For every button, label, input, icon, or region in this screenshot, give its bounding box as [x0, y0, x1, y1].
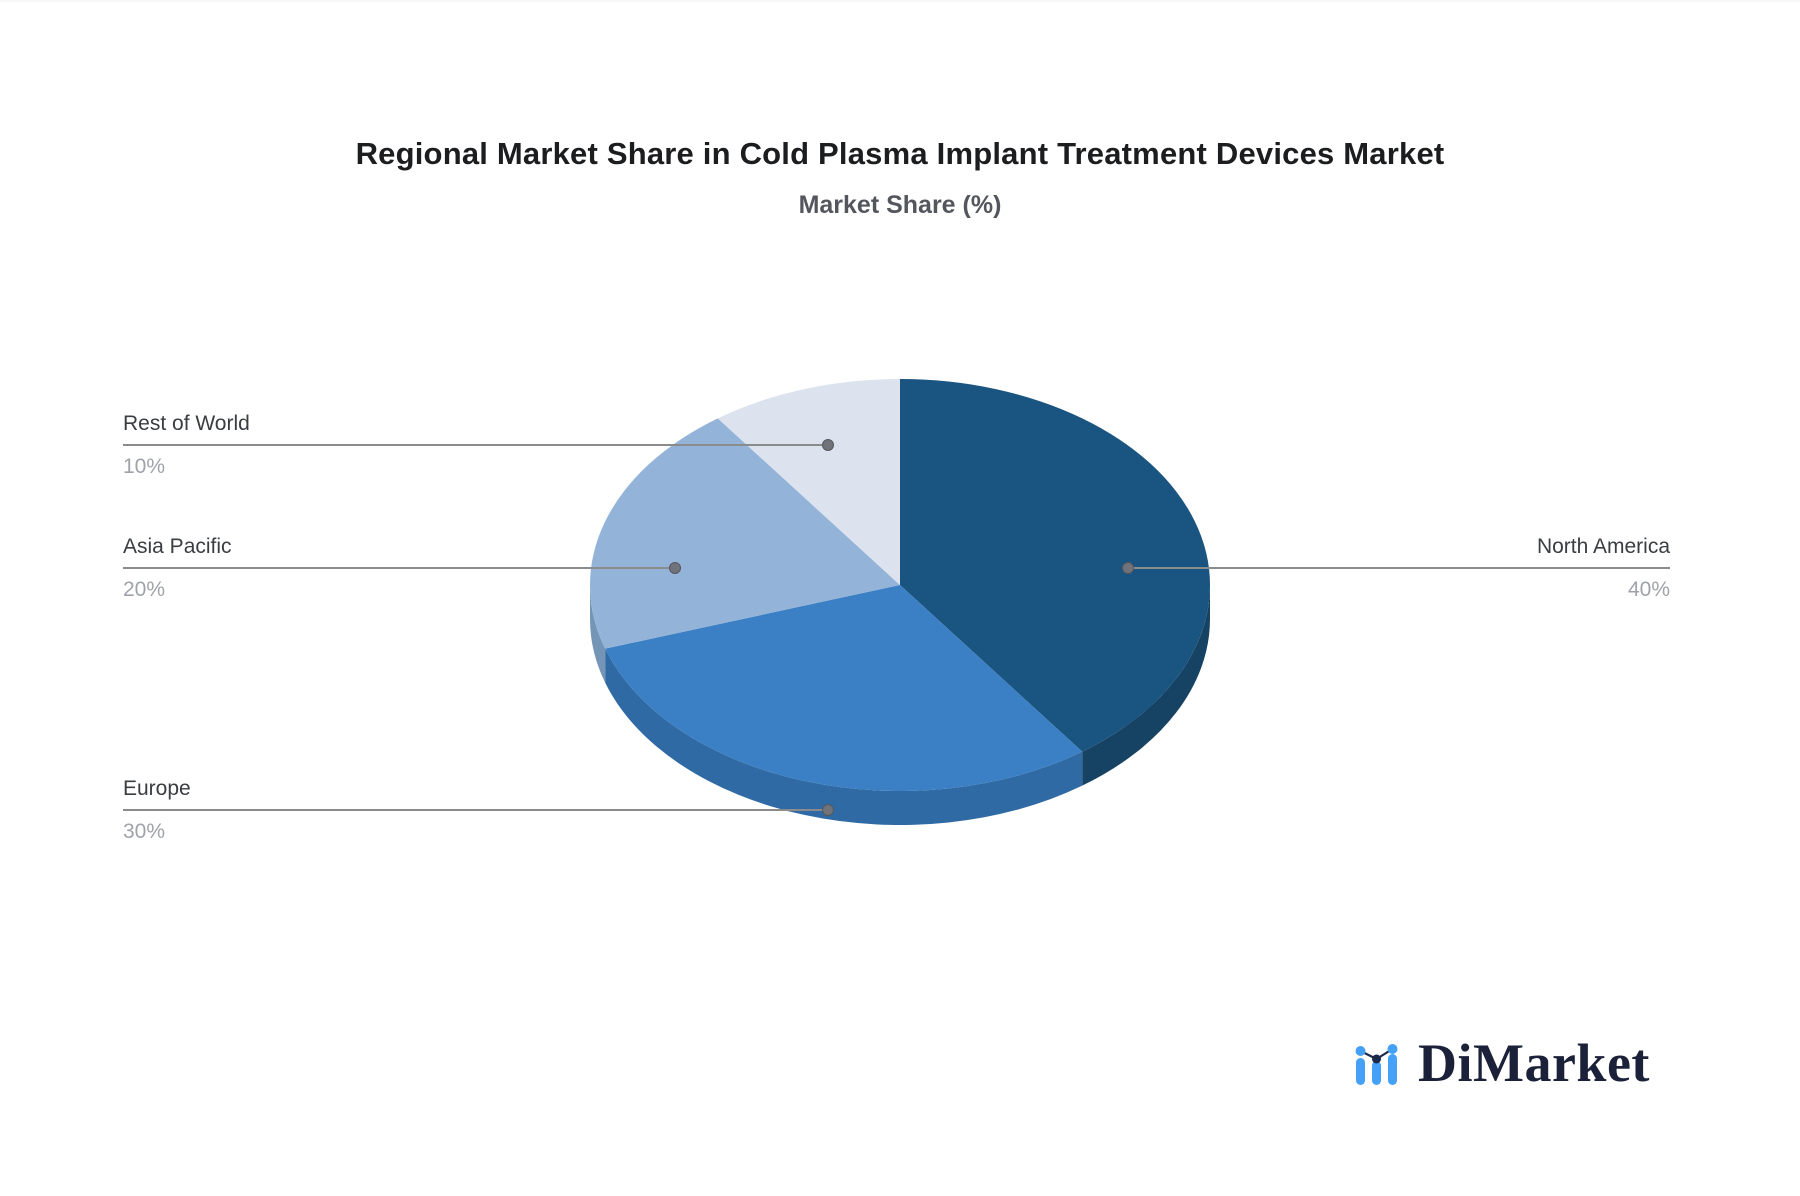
callout-label: Asia Pacific [123, 535, 232, 558]
page-title: Regional Market Share in Cold Plasma Imp… [355, 136, 1445, 171]
pie-slice-europe [605, 585, 1083, 791]
callout-rest-of-world: Rest of World 10% [123, 412, 834, 479]
brand-logo: DiMarket [1352, 1036, 1650, 1096]
callout-north-america: North America 40% [1122, 535, 1670, 602]
callout-label: Europe [123, 777, 191, 800]
callout-label: Rest of World [123, 412, 250, 435]
leader-line [123, 439, 834, 451]
chart-subtitle: Market Share (%) [798, 191, 1002, 219]
callout-europe: Europe 30% [123, 777, 834, 844]
leader-line [1122, 562, 1670, 574]
callout-value: 30% [123, 820, 166, 843]
leader-line [123, 804, 834, 816]
pie-slice-asia-pacific-depth [590, 585, 606, 683]
leader-dot [1122, 562, 1134, 574]
brand-name: DiMarket [1418, 1033, 1650, 1093]
callout-value: 20% [123, 578, 166, 601]
pie-slice-rest-of-world [717, 379, 900, 585]
pie-slice-north-america [900, 379, 1210, 752]
bar-line-chart-icon [1355, 1044, 1398, 1085]
callout-asia-pacific: Asia Pacific 20% [123, 535, 681, 602]
leader-dot [669, 562, 681, 574]
callout-value: 10% [123, 455, 166, 478]
pie-slice-north-america-depth [1082, 585, 1210, 786]
pie-slice-asia-pacific [590, 418, 900, 649]
pie-slice-europe-depth [605, 648, 1083, 825]
callout-label: North America [1536, 535, 1670, 558]
leader-dot [822, 439, 834, 451]
callout-value: 40% [1627, 578, 1670, 601]
leader-line [123, 562, 681, 574]
leader-dot [822, 804, 834, 816]
